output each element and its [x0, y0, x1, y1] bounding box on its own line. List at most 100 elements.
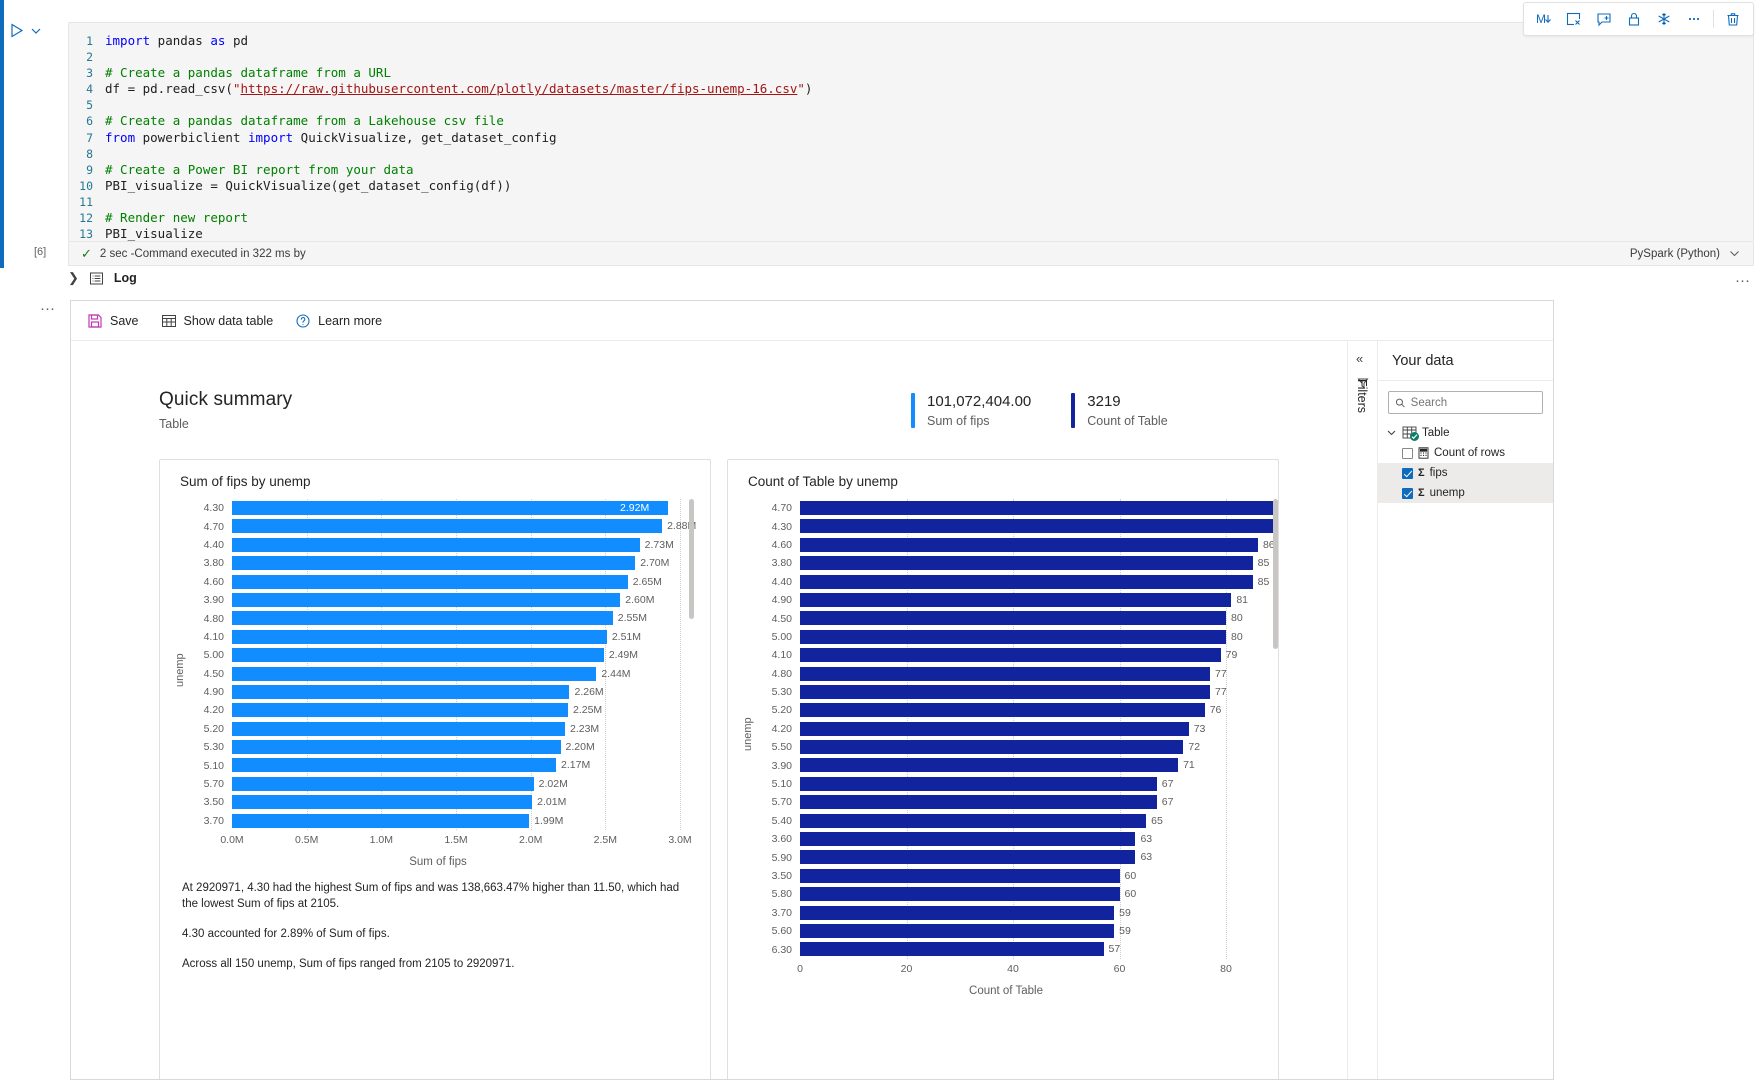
bar[interactable]	[232, 758, 557, 773]
bar-chart-count-of-table[interactable]: unemp 4.70 93 4.30 92 4.60 86 3.80 85 4.40 85 4.90 8…	[728, 499, 1278, 997]
bar-row[interactable]: 4.70 2.88M	[188, 517, 696, 535]
bar-row[interactable]: 4.40 85	[756, 573, 1269, 591]
bar[interactable]	[800, 666, 1211, 681]
bar[interactable]	[800, 703, 1205, 718]
code-url-link[interactable]: https://raw.githubusercontent.com/plotly…	[240, 81, 798, 97]
kernel-selector[interactable]: PySpark (Python)	[1630, 247, 1741, 260]
bar-row[interactable]: 5.00 2.49M	[188, 646, 688, 664]
learn-more-button[interactable]: Learn more	[295, 313, 382, 329]
bar[interactable]	[800, 592, 1232, 607]
bar-row[interactable]: 5.60 59	[756, 922, 1256, 940]
vertical-scrollbar[interactable]	[689, 499, 694, 619]
field-checkbox[interactable]	[1402, 447, 1413, 459]
kpi-card[interactable]: 3219 Count of Table	[1071, 393, 1207, 428]
more-options-icon[interactable]	[1680, 6, 1708, 32]
bar[interactable]	[232, 592, 621, 607]
bar-row[interactable]: 3.80 2.70M	[188, 554, 688, 572]
bar[interactable]	[232, 629, 607, 644]
bar[interactable]	[800, 611, 1226, 626]
bar[interactable]	[232, 795, 533, 810]
bar[interactable]	[232, 666, 597, 681]
bar[interactable]	[232, 813, 530, 828]
bar[interactable]	[232, 501, 669, 515]
collapse-pane-icon[interactable]: «	[1356, 351, 1364, 366]
delete-cell-icon[interactable]	[1719, 6, 1747, 32]
bar[interactable]	[232, 703, 568, 718]
bar[interactable]	[800, 795, 1157, 810]
bar[interactable]	[232, 556, 636, 571]
bar-row[interactable]: 5.00 80	[756, 628, 1256, 646]
bar-row[interactable]: 3.60 63	[756, 830, 1256, 848]
bar[interactable]	[800, 887, 1120, 902]
show-data-table-button[interactable]: Show data table	[161, 313, 273, 329]
bar-row[interactable]: 4.80 2.55M	[188, 609, 688, 627]
output-more-options-icon[interactable]: ···	[40, 300, 55, 317]
bar[interactable]	[800, 519, 1278, 534]
bar[interactable]	[800, 501, 1278, 515]
bar-row[interactable]: 3.90 2.60M	[188, 591, 688, 609]
bar-row[interactable]: 5.30 2.20M	[188, 738, 688, 756]
bar[interactable]	[232, 740, 561, 755]
bar[interactable]	[800, 721, 1189, 736]
bar[interactable]	[232, 648, 604, 663]
bar-row[interactable]: 5.70 2.02M	[188, 775, 688, 793]
bar-row[interactable]: 4.90 81	[756, 591, 1256, 609]
bar-row[interactable]: 5.90 63	[756, 848, 1256, 866]
bar[interactable]	[232, 611, 613, 626]
bar[interactable]	[232, 574, 628, 589]
kpi-card[interactable]: 101,072,404.00 Sum of fips	[911, 393, 1071, 428]
bar-row[interactable]: 4.10 79	[756, 646, 1256, 664]
bar-row[interactable]: 5.30 77	[756, 683, 1256, 701]
markdown-convert-icon[interactable]: M	[1530, 6, 1558, 32]
search-input[interactable]	[1410, 396, 1536, 409]
bar[interactable]	[800, 740, 1184, 755]
bar[interactable]	[232, 537, 640, 552]
bar-row[interactable]: 3.50 2.01M	[188, 793, 688, 811]
visual-tile-sum-of-fips[interactable]: Sum of fips by unemp unemp 4.30 2.92M 4.70 2…	[159, 459, 711, 1079]
bar[interactable]	[800, 868, 1120, 883]
bar[interactable]	[800, 832, 1136, 847]
bar[interactable]	[800, 850, 1136, 865]
chevron-right-icon[interactable]: ❯	[68, 270, 79, 285]
bar-row[interactable]: 3.70 1.99M	[188, 812, 688, 830]
save-button[interactable]: Save	[87, 313, 139, 329]
bar-row[interactable]: 4.20 73	[756, 720, 1256, 738]
field-checkbox[interactable]	[1402, 467, 1413, 479]
log-toggle[interactable]: ❯ Log	[68, 270, 137, 286]
bar[interactable]	[232, 721, 565, 736]
bar-row[interactable]: 5.20 76	[756, 701, 1256, 719]
bar[interactable]	[800, 537, 1258, 552]
bar[interactable]	[800, 574, 1253, 589]
bar[interactable]	[800, 813, 1147, 828]
bar-row[interactable]: 4.60 86	[756, 536, 1275, 554]
bar-row[interactable]: 3.90 71	[756, 756, 1256, 774]
bar-row[interactable]: 4.20 2.25M	[188, 701, 688, 719]
data-table-node[interactable]: Table	[1378, 422, 1553, 443]
freeze-icon[interactable]	[1650, 6, 1678, 32]
field-checkbox[interactable]	[1402, 487, 1413, 499]
bar-row[interactable]: 4.40 2.73M	[188, 536, 688, 554]
run-cell-controls[interactable]	[8, 22, 66, 44]
clear-output-icon[interactable]	[1560, 6, 1588, 32]
bar-row[interactable]: 4.50 2.44M	[188, 665, 688, 683]
bar-row[interactable]: 5.50 72	[756, 738, 1256, 756]
bar[interactable]	[232, 684, 570, 699]
lock-icon[interactable]	[1620, 6, 1648, 32]
bar-row[interactable]: 3.50 60	[756, 867, 1256, 885]
bar-row[interactable]: 5.70 67	[756, 793, 1256, 811]
bar-row[interactable]: 4.50 80	[756, 609, 1256, 627]
bar[interactable]	[232, 519, 663, 534]
bar-row[interactable]: 4.30 92	[756, 517, 1278, 535]
add-comment-icon[interactable]	[1590, 6, 1618, 32]
vertical-scrollbar[interactable]	[1273, 499, 1278, 649]
visual-tile-count-of-table[interactable]: Count of Table by unemp unemp 4.70 93 4.30 9…	[727, 459, 1279, 1079]
bar-row[interactable]: 4.60 2.65M	[188, 573, 688, 591]
output-more-options-right-icon[interactable]: ···	[1735, 272, 1750, 289]
bar[interactable]	[800, 648, 1221, 663]
bar-row[interactable]: 4.90 2.26M	[188, 683, 688, 701]
search-field[interactable]	[1388, 391, 1543, 414]
run-cell-icon[interactable]	[8, 22, 25, 44]
bar-row[interactable]: 5.20 2.23M	[188, 720, 688, 738]
